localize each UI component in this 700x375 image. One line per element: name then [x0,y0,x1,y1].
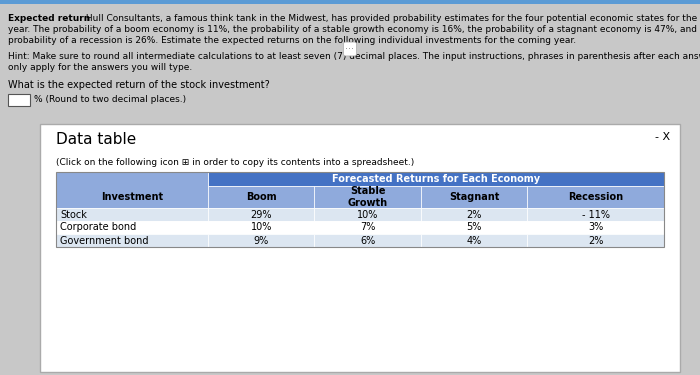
Text: Boom: Boom [246,192,276,202]
Bar [314,208,421,221]
Bar [314,221,421,234]
Text: 29%: 29% [251,210,272,219]
Bar [56,172,208,208]
Bar [56,172,664,247]
Bar [56,234,208,247]
Bar [527,186,664,208]
Text: 2%: 2% [588,236,603,246]
Text: 6%: 6% [360,236,375,246]
Text: 3%: 3% [588,222,603,232]
Text: Government bond: Government bond [60,236,148,246]
Text: Stock: Stock [60,210,87,219]
Text: - 11%: - 11% [582,210,610,219]
Text: Stagnant: Stagnant [449,192,499,202]
Bar [421,234,527,247]
Bar [208,172,664,186]
Text: year. The probability of a boom economy is 11%, the probability of a stable grow: year. The probability of a boom economy … [8,25,700,34]
Text: 5%: 5% [466,222,482,232]
Text: Hull Consultants, a famous think tank in the Midwest, has provided probability e: Hull Consultants, a famous think tank in… [83,14,700,23]
Text: 9%: 9% [253,236,269,246]
Text: Forecasted Returns for Each Economy: Forecasted Returns for Each Economy [332,174,540,184]
Text: ···: ··· [346,44,354,54]
Text: 10%: 10% [251,222,272,232]
Text: Corporate bond: Corporate bond [60,222,136,232]
Text: 2%: 2% [466,210,482,219]
Text: (Click on the following icon ⊞ in order to copy its contents into a spreadsheet.: (Click on the following icon ⊞ in order … [56,158,414,167]
Bar [56,172,208,186]
Bar [0,0,700,4]
Bar [527,221,664,234]
Text: probability of a recession is 26%. Estimate the expected returns on the followin: probability of a recession is 26%. Estim… [8,36,576,45]
Text: Data table: Data table [56,132,136,147]
Text: Hint: Make sure to round all intermediate calculations to at least seven (7) dec: Hint: Make sure to round all intermediat… [8,52,700,61]
Bar [208,186,314,208]
Text: Stable
Growth: Stable Growth [347,186,388,208]
Text: only apply for the answers you will type.: only apply for the answers you will type… [8,63,192,72]
Text: % (Round to two decimal places.): % (Round to two decimal places.) [34,96,186,105]
Text: 4%: 4% [466,236,482,246]
Bar [314,186,421,208]
Bar [314,234,421,247]
Text: 7%: 7% [360,222,375,232]
Text: Investment: Investment [101,192,163,202]
Text: - X: - X [655,132,670,142]
Bar [8,94,30,106]
Bar [421,221,527,234]
Text: What is the expected return of the stock investment?: What is the expected return of the stock… [8,80,270,90]
Bar [527,208,664,221]
Bar [421,208,527,221]
Bar [56,208,208,221]
Bar [421,186,527,208]
Text: 10%: 10% [357,210,378,219]
Bar [208,234,314,247]
Bar [208,221,314,234]
Bar [40,124,680,372]
Bar [527,234,664,247]
Bar [56,221,208,234]
Bar [208,208,314,221]
Text: Recession: Recession [568,192,623,202]
Text: Expected return: Expected return [8,14,90,23]
